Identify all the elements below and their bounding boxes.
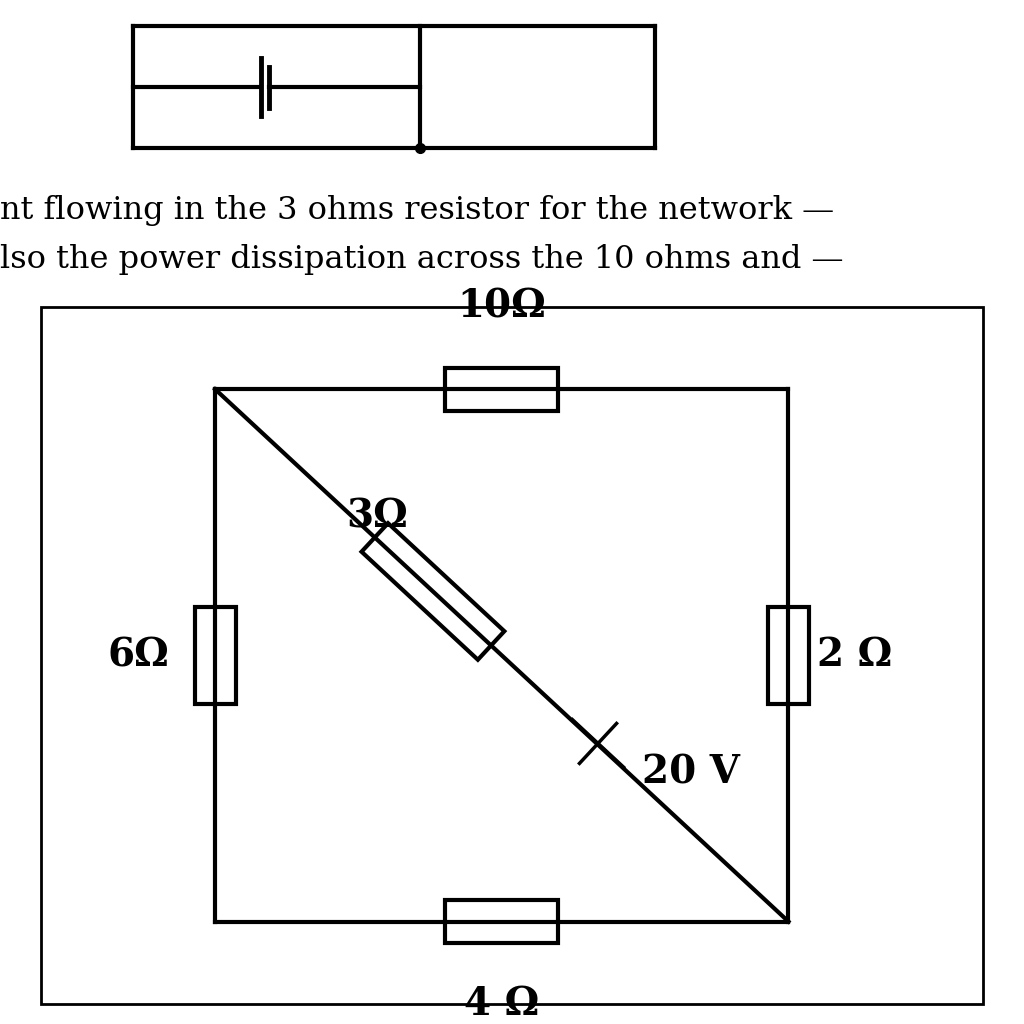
Text: lso the power dissipation across the 10 ohms and —: lso the power dissipation across the 10 … [0,244,844,274]
Text: 2 Ω: 2 Ω [817,636,893,675]
Text: 10Ω: 10Ω [458,288,546,326]
FancyBboxPatch shape [445,368,558,411]
Text: 3Ω: 3Ω [346,497,408,536]
FancyBboxPatch shape [768,606,809,705]
Text: 20 V: 20 V [642,753,740,792]
Text: 6Ω: 6Ω [108,636,169,675]
FancyBboxPatch shape [361,523,505,659]
Text: nt flowing in the 3 ohms resistor for the network —: nt flowing in the 3 ohms resistor for th… [0,195,835,225]
FancyBboxPatch shape [195,606,236,705]
Text: 4 Ω: 4 Ω [464,985,540,1023]
FancyBboxPatch shape [445,900,558,943]
